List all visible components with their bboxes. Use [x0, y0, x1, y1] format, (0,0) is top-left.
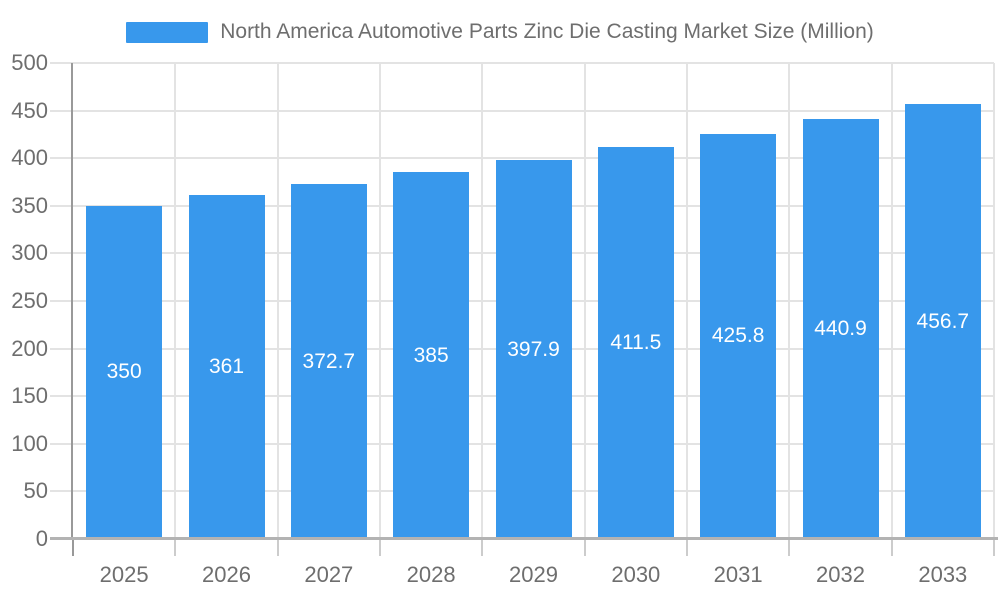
x-axis-tick: [788, 539, 791, 556]
x-gridline: [993, 63, 995, 539]
y-axis-tick-label: 300: [11, 240, 48, 266]
x-axis-category-label: 2030: [611, 562, 661, 587]
y-gridline: [50, 157, 994, 160]
legend-swatch: [126, 21, 209, 43]
y-axis-tick-label: 0: [35, 526, 48, 551]
x-axis-category-label: 2029: [509, 562, 558, 587]
y-axis-tick-label: 400: [11, 145, 48, 171]
x-gridline: [174, 63, 177, 539]
x-gridline: [379, 63, 381, 539]
y-axis-tick-label: 350: [11, 192, 48, 218]
x-axis-tick: [379, 539, 381, 556]
x-gridline: [481, 63, 484, 539]
y-gridline: [50, 62, 994, 64]
x-axis-category-label: 2025: [99, 562, 149, 587]
bar-2029[interactable]: [495, 160, 572, 539]
x-axis-tick: [174, 539, 177, 556]
bar-2030[interactable]: [597, 147, 674, 539]
y-gridline: [50, 109, 994, 112]
bar-2032[interactable]: [802, 119, 879, 539]
x-axis-tick: [890, 539, 893, 556]
y-axis-tick-label: 200: [11, 335, 48, 361]
x-gridline: [583, 63, 586, 539]
y-axis-tick-label: 50: [23, 478, 48, 504]
x-axis-category-label: 2032: [816, 562, 865, 587]
bar-value-label: 440.9: [814, 317, 867, 341]
x-gridline: [276, 63, 279, 539]
legend-label: North America Automotive Parts Zinc Die …: [220, 20, 874, 43]
bar-value-label: 372.7: [302, 349, 356, 373]
x-gridline: [890, 63, 893, 539]
bar-value-label: 361: [208, 355, 245, 379]
legend-item[interactable]: North America Automotive Parts Zinc Die …: [0, 19, 1000, 45]
x-axis-category-label: 2033: [918, 562, 968, 587]
x-axis-tick: [481, 539, 484, 556]
y-axis-line: [71, 63, 73, 539]
bar-value-label: 385: [413, 343, 449, 367]
y-axis-tick-label: 500: [11, 50, 48, 75]
x-axis-tick: [686, 539, 688, 556]
x-axis-tick: [993, 539, 995, 556]
x-axis-tick: [583, 539, 586, 556]
bar-value-label: 425.8: [711, 324, 765, 348]
bar-value-label: 350: [106, 360, 142, 384]
x-axis-tick: [72, 539, 74, 556]
y-axis-tick-label: 250: [11, 288, 48, 313]
bar-2033[interactable]: [904, 104, 981, 539]
x-axis-category-label: 2027: [304, 562, 354, 587]
bar-value-label: 411.5: [610, 331, 662, 355]
x-axis-category-label: 2026: [202, 562, 251, 587]
x-axis-line: [50, 537, 998, 540]
bar-2031[interactable]: [700, 133, 777, 539]
bar-value-label: 456.7: [916, 309, 970, 333]
x-axis-tick: [276, 539, 279, 556]
bar-2028[interactable]: [393, 172, 470, 539]
bar-2026[interactable]: [188, 195, 265, 539]
bar-2027[interactable]: [290, 184, 367, 539]
bar-2025[interactable]: [86, 205, 163, 539]
x-axis-category-label: 2028: [406, 562, 456, 587]
y-axis-tick-label: 150: [11, 383, 48, 409]
y-axis-tick-label: 450: [11, 97, 48, 123]
x-axis-category-label: 2031: [713, 562, 763, 587]
x-gridline: [686, 63, 688, 539]
x-gridline: [788, 63, 791, 539]
bar-value-label: 397.9: [507, 337, 560, 361]
y-axis-tick-label: 100: [11, 430, 48, 456]
